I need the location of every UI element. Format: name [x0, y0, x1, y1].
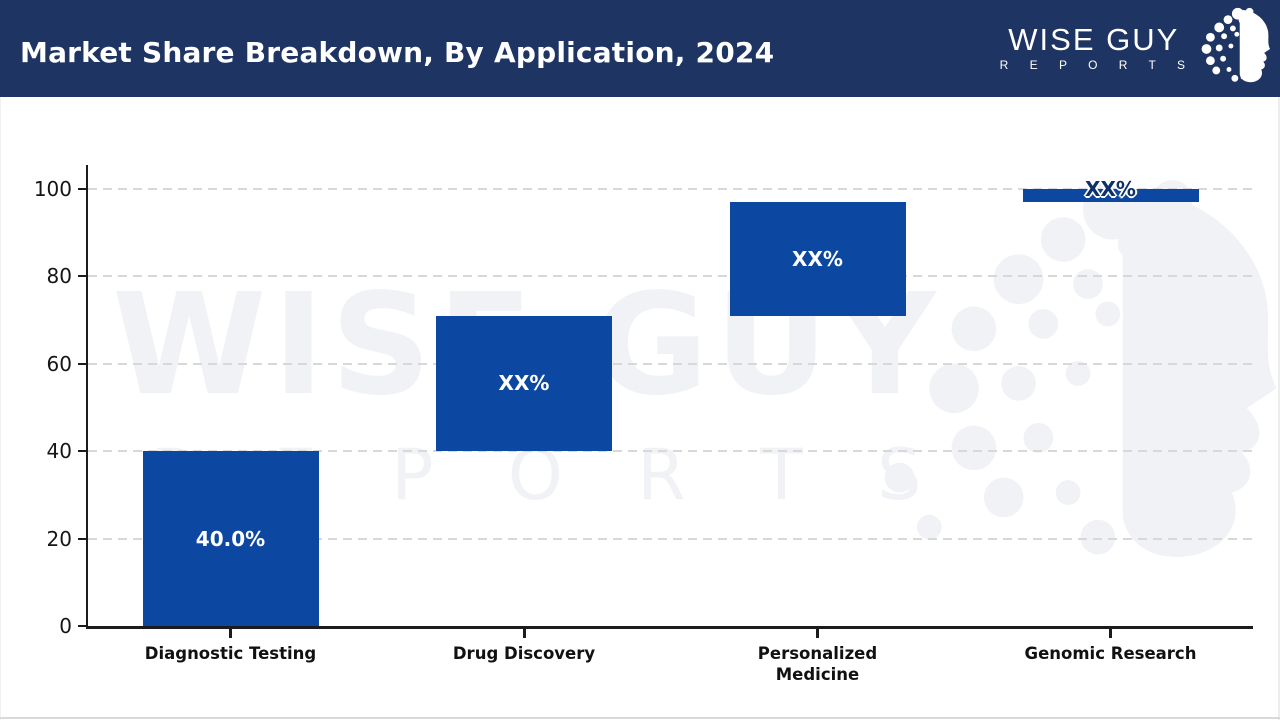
gridline-60: [88, 362, 1253, 365]
y-tick-label-100: 100: [33, 176, 72, 201]
y-tick-label-80: 80: [46, 264, 72, 289]
logo-wordmark: WISE GUY R E P O R T S: [994, 21, 1194, 72]
page-border-bottom: [0, 717, 1280, 719]
gridline-20: [88, 537, 1253, 540]
gridline-80: [88, 275, 1253, 278]
y-tick-0: [78, 625, 88, 627]
y-tick-label-0: 0: [59, 614, 72, 638]
chart-area: WISE GUY R E P O R T S 0 20 40 60 80 100 40.0%…: [0, 97, 1280, 720]
x-label-genomic-research: Genomic Research: [1024, 644, 1197, 663]
x-tick-genomic-research: [1109, 629, 1112, 638]
wise-guy-reports-logo: WISE GUY R E P O R T S: [994, 6, 1272, 88]
y-tick-20: [78, 537, 88, 540]
bar-genomic-research: [1022, 188, 1199, 202]
bar-value-label-drug-discovery: XX%: [498, 371, 550, 396]
x-tick-drug-discovery: [522, 629, 526, 638]
page-title: Market Share Breakdown, By Application, …: [20, 36, 775, 69]
y-axis-line: [86, 165, 88, 629]
logo-face-icon: [1201, 7, 1271, 83]
bar-value-label-diagnostic-testing: 40.0%: [195, 526, 266, 551]
y-tick-100: [78, 187, 88, 190]
gridline-40: [88, 450, 1253, 453]
bar-value-label-genomic-research: XX%: [1085, 176, 1136, 201]
y-tick-60: [78, 362, 88, 365]
x-label-diagnostic-testing: Diagnostic Testing: [144, 644, 317, 663]
x-axis-line: [86, 626, 1253, 629]
bar-personalized-medicine: XX%: [729, 201, 906, 316]
y-tick-40: [78, 450, 88, 453]
x-tick-diagnostic-testing: [229, 629, 232, 638]
bar-diagnostic-testing: 40.0%: [142, 451, 319, 626]
logo-wordmark-line1: WISE GUY: [1008, 21, 1180, 57]
gridline-100: [88, 187, 1253, 190]
x-label-drug-discovery: Drug Discovery: [452, 644, 596, 663]
header-bar: Market Share Breakdown, By Application, …: [0, 0, 1280, 97]
logo-wordmark-line2: R E P O R T S: [999, 57, 1194, 72]
y-tick-80: [78, 275, 88, 278]
bar-value-label-personalized-medicine: XX%: [792, 246, 843, 271]
x-label-personalized-medicine: Personalized Medicine: [757, 644, 878, 684]
x-tick-personalized-medicine: [816, 629, 819, 638]
y-tick-label-60: 60: [46, 351, 72, 376]
y-tick-label-40: 40: [46, 439, 72, 464]
y-tick-label-20: 20: [46, 526, 72, 551]
bar-drug-discovery: XX%: [436, 315, 612, 452]
